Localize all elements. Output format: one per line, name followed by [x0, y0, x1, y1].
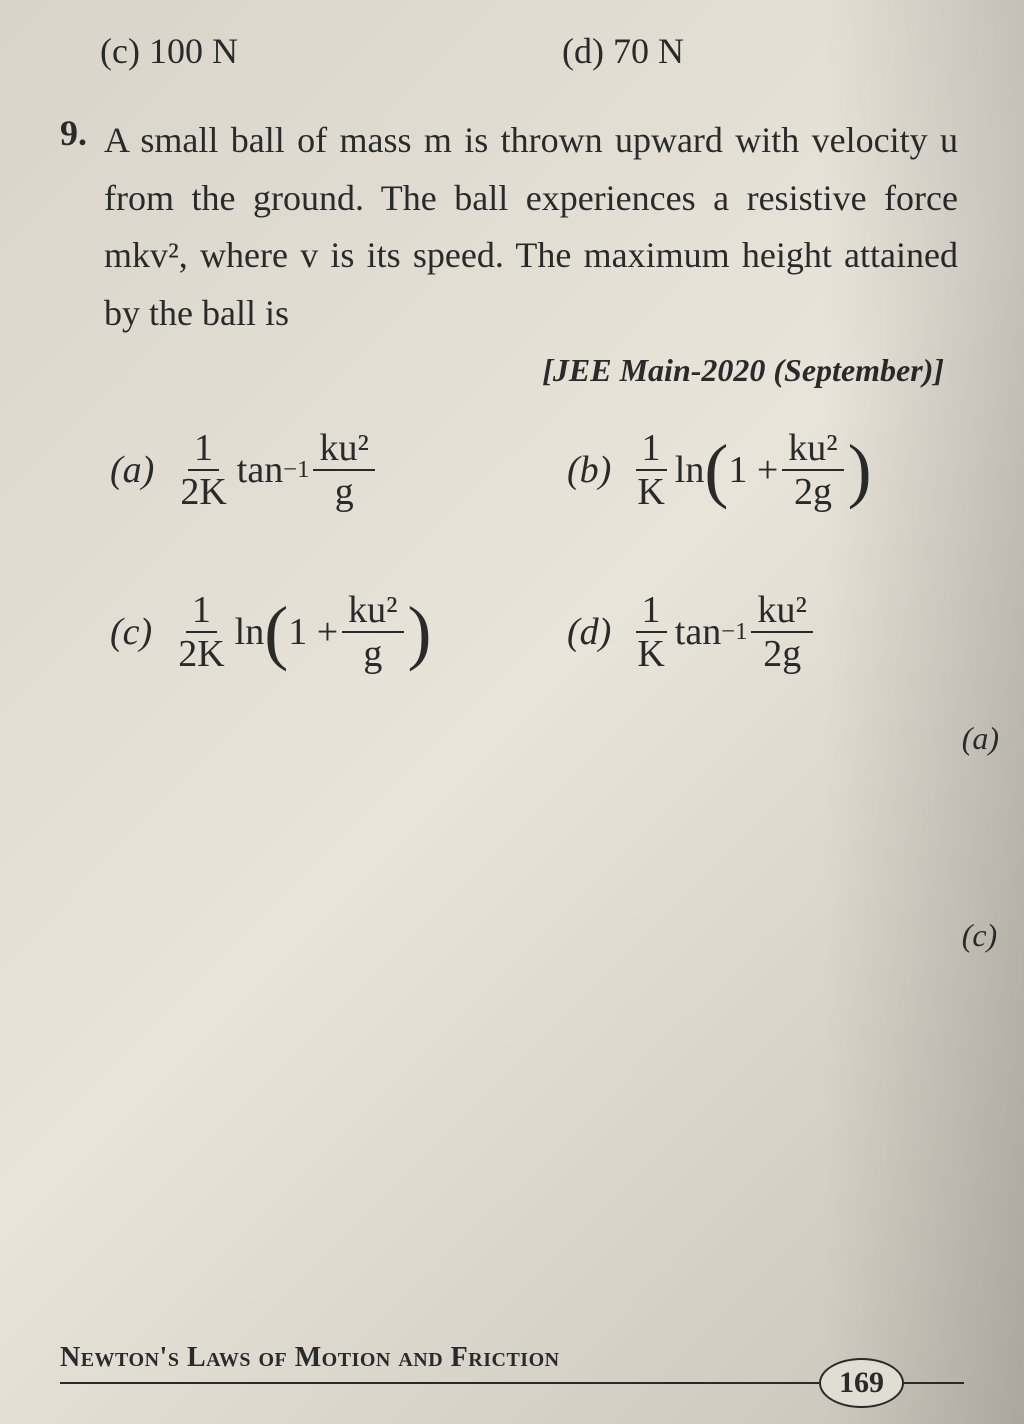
option-b: (b) 1 K ln ( 1 + ku² 2g ) — [567, 429, 964, 511]
question-block: 9. A small ball of mass m is thrown upwa… — [60, 112, 964, 389]
option-a-label: (a) — [110, 448, 154, 492]
option-c: (c) 1 2K ln ( 1 + ku² g ) — [110, 591, 507, 673]
option-a: (a) 1 2K tan−1 ku² g — [110, 429, 507, 511]
question-number: 9. — [60, 112, 100, 154]
option-d: (d) 1 K tan−1 ku² 2g — [567, 591, 964, 673]
option-d-expression: 1 K tan−1 ku² 2g — [627, 591, 817, 673]
option-c-expression: 1 2K ln ( 1 + ku² g ) — [168, 591, 431, 673]
footer: Newton's Laws of Motion and Friction 169 — [0, 1342, 1024, 1384]
side-markers: (a) (c) — [962, 720, 999, 954]
side-marker-a: (a) — [962, 720, 999, 757]
options-grid: (a) 1 2K tan−1 ku² g (b) 1 K ln ( 1 + ku… — [60, 429, 964, 673]
option-d-label: (d) — [567, 610, 611, 654]
prev-option-d: (d) 70 N — [462, 30, 924, 72]
option-b-expression: 1 K ln ( 1 + ku² 2g ) — [627, 429, 871, 511]
question-source: [JEE Main-2020 (September)] — [60, 352, 964, 389]
option-c-label: (c) — [110, 610, 152, 654]
footer-line: 169 — [60, 1382, 964, 1384]
prev-option-c: (c) 100 N — [100, 30, 462, 72]
question-text: A small ball of mass m is thrown upward … — [104, 112, 958, 342]
option-b-label: (b) — [567, 448, 611, 492]
previous-question-options: (c) 100 N (d) 70 N — [60, 30, 964, 72]
side-marker-c: (c) — [962, 917, 999, 954]
page-number: 169 — [819, 1358, 904, 1408]
option-a-expression: 1 2K tan−1 ku² g — [170, 429, 379, 511]
